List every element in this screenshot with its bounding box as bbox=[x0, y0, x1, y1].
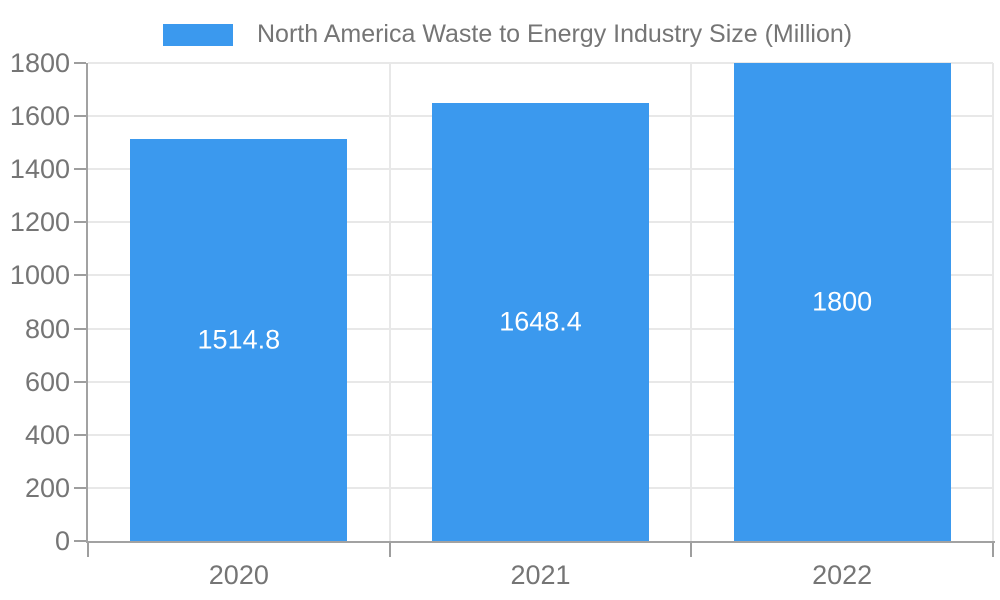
y-axis-tick bbox=[74, 486, 86, 489]
y-axis-tick bbox=[74, 168, 86, 171]
y-axis-tick bbox=[74, 433, 86, 436]
x-axis-tick bbox=[992, 543, 994, 557]
y-axis-tick-label: 1400 bbox=[9, 154, 70, 185]
y-axis-tick bbox=[74, 221, 86, 224]
y-axis-tick-label: 1800 bbox=[9, 48, 70, 78]
y-axis-tick bbox=[74, 540, 86, 542]
gridline-vertical bbox=[992, 63, 994, 541]
plot-area: 1514.8 1648.4 1800 bbox=[88, 62, 994, 541]
y-axis-tick bbox=[74, 274, 86, 277]
legend-swatch bbox=[163, 23, 233, 46]
chart-title: North America Waste to Energy Industry S… bbox=[257, 20, 853, 48]
y-axis-tick bbox=[74, 327, 86, 330]
y-axis-tick-label: 1000 bbox=[9, 260, 70, 291]
y-axis-tick-label: 1600 bbox=[9, 101, 70, 132]
x-axis-tick bbox=[87, 543, 89, 557]
gridline-vertical bbox=[388, 63, 391, 541]
x-axis-category-label: 2022 bbox=[812, 560, 873, 590]
gridline-vertical bbox=[690, 63, 693, 541]
x-axis-line bbox=[86, 541, 995, 543]
y-axis-tick-label: 200 bbox=[24, 472, 70, 503]
y-axis-tick-label: 1200 bbox=[9, 207, 70, 238]
y-axis-tick-label: 400 bbox=[24, 419, 70, 450]
y-axis-tick bbox=[74, 62, 86, 64]
x-axis-category-label: 2021 bbox=[510, 560, 571, 590]
legend: North America Waste to Energy Industry S… bbox=[163, 20, 852, 49]
y-axis-tick bbox=[74, 115, 86, 118]
y-axis-tick-label: 600 bbox=[24, 366, 70, 397]
bar-value-label: 1800 bbox=[812, 286, 873, 317]
y-axis-tick-label: 0 bbox=[54, 526, 70, 556]
y-axis-tick bbox=[74, 380, 86, 383]
x-axis-tick bbox=[690, 543, 693, 557]
bar-2022[interactable]: 1800 bbox=[733, 63, 951, 541]
gridline-horizontal bbox=[88, 62, 993, 64]
y-axis-line bbox=[86, 63, 88, 543]
x-axis-tick bbox=[388, 543, 391, 557]
bar-2021[interactable]: 1648.4 bbox=[431, 103, 650, 541]
bar-value-label: 1648.4 bbox=[499, 306, 582, 337]
x-axis-category-label: 2020 bbox=[208, 560, 269, 590]
bar-value-label: 1514.8 bbox=[197, 324, 281, 355]
bar-2020[interactable]: 1514.8 bbox=[130, 138, 348, 541]
y-axis-tick-label: 800 bbox=[24, 313, 70, 344]
